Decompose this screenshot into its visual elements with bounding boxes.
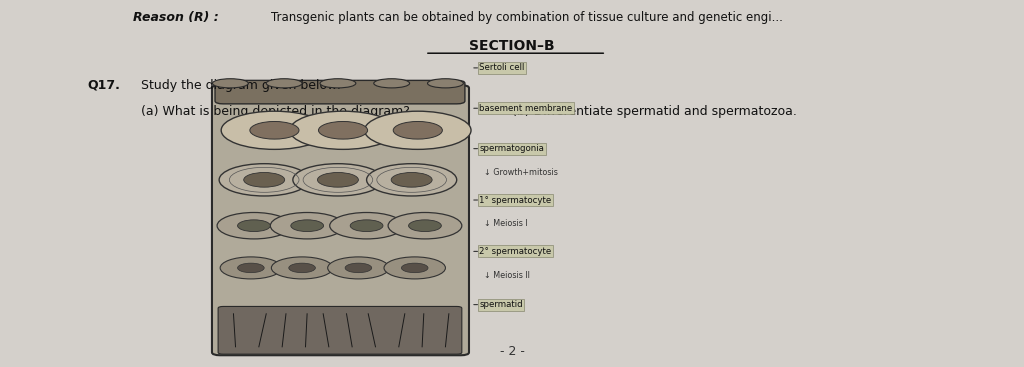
Circle shape [401,263,428,273]
Text: Transgenic plants can be obtained by combination of tissue culture and genetic e: Transgenic plants can be obtained by com… [271,11,783,24]
Text: - 2 -: - 2 - [500,345,524,358]
Circle shape [318,121,368,139]
Circle shape [365,111,471,149]
Text: (a) What is being depicted in the diagram?: (a) What is being depicted in the diagra… [141,105,411,117]
Circle shape [238,220,270,232]
Text: ↓ Growth+mitosis: ↓ Growth+mitosis [484,168,558,177]
Ellipse shape [428,79,464,88]
Text: ↓ Meiosis I: ↓ Meiosis I [484,219,528,228]
Circle shape [293,164,383,196]
Circle shape [289,263,315,273]
Text: ↓ Meiosis II: ↓ Meiosis II [484,271,530,280]
FancyBboxPatch shape [212,85,469,355]
Circle shape [384,257,445,279]
Text: Q17.: Q17. [87,79,120,92]
Circle shape [290,111,396,149]
Ellipse shape [213,79,248,88]
Ellipse shape [266,79,302,88]
Circle shape [220,257,282,279]
Text: basement membrane: basement membrane [479,104,572,113]
Text: spermatogonia: spermatogonia [479,144,544,153]
Circle shape [219,164,309,196]
FancyBboxPatch shape [215,80,465,104]
Circle shape [238,263,264,273]
Circle shape [330,212,403,239]
Circle shape [221,111,328,149]
Circle shape [409,220,441,232]
Circle shape [393,121,442,139]
Text: SECTION–B: SECTION–B [469,39,555,52]
Text: Sertoli cell: Sertoli cell [479,63,524,72]
Text: (b) Differentiate spermatid and spermatozoa.: (b) Differentiate spermatid and spermato… [512,105,797,117]
Circle shape [350,220,383,232]
Text: Study the diagram given below:: Study the diagram given below: [141,79,341,92]
Text: 1° spermatocyte: 1° spermatocyte [479,196,552,204]
Circle shape [388,212,462,239]
Circle shape [270,212,344,239]
Circle shape [367,164,457,196]
Ellipse shape [319,79,356,88]
Circle shape [317,172,358,187]
Circle shape [244,172,285,187]
Circle shape [328,257,389,279]
Circle shape [250,121,299,139]
Ellipse shape [374,79,410,88]
Circle shape [271,257,333,279]
Text: spermatid: spermatid [479,300,523,309]
Circle shape [391,172,432,187]
Circle shape [345,263,372,273]
Circle shape [291,220,324,232]
Text: Reason (R) :: Reason (R) : [133,11,219,24]
FancyBboxPatch shape [218,306,462,354]
Circle shape [217,212,291,239]
Text: 2° spermatocyte: 2° spermatocyte [479,247,552,256]
